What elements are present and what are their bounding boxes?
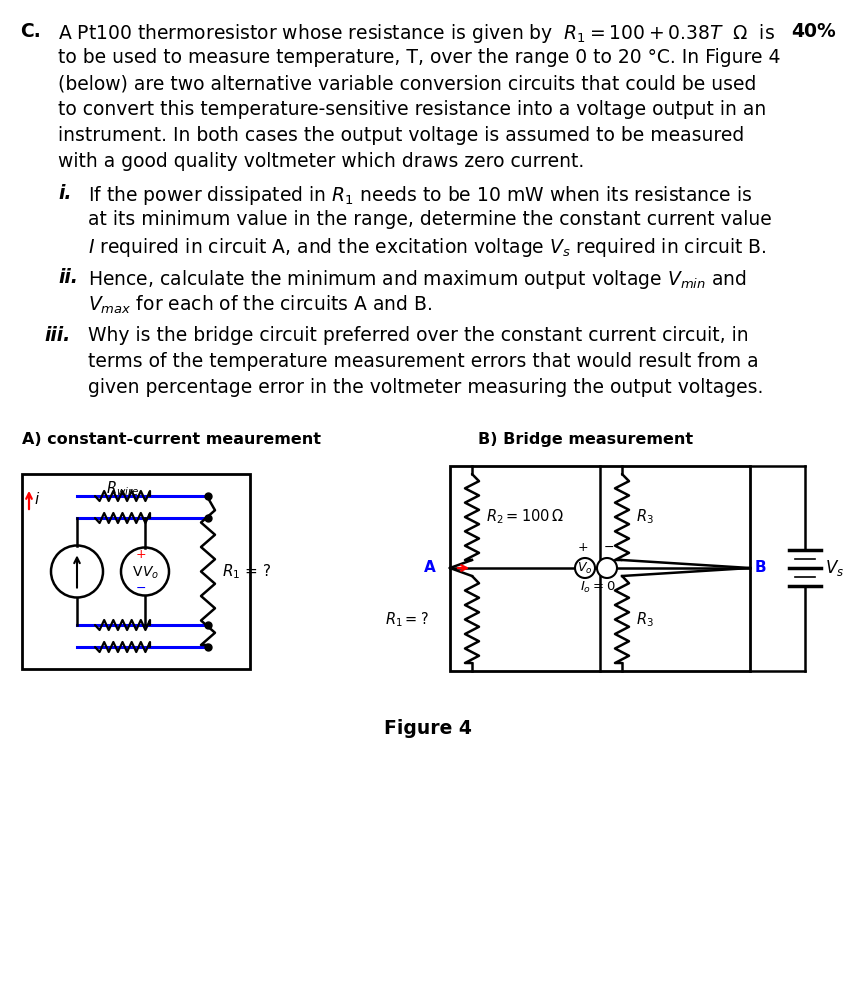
- Text: (below) are two alternative variable conversion circuits that could be used: (below) are two alternative variable con…: [58, 74, 757, 93]
- Text: B) Bridge measurement: B) Bridge measurement: [478, 432, 693, 447]
- Text: $V_{max}$ for each of the circuits A and B.: $V_{max}$ for each of the circuits A and…: [88, 294, 432, 317]
- Text: to convert this temperature-sensitive resistance into a voltage output in an: to convert this temperature-sensitive re…: [58, 100, 766, 119]
- Text: A) constant-current meaurement: A) constant-current meaurement: [22, 432, 321, 447]
- Text: iii.: iii.: [44, 326, 70, 345]
- Text: $V_o$: $V_o$: [577, 560, 592, 576]
- Text: $R_1$ = ?: $R_1$ = ?: [222, 562, 271, 581]
- Text: i.: i.: [58, 184, 72, 203]
- Text: 40%: 40%: [791, 22, 836, 41]
- Text: to be used to measure temperature, T, over the range 0 to 20 °C. In Figure 4: to be used to measure temperature, T, ov…: [58, 48, 781, 67]
- Text: Figure 4: Figure 4: [384, 719, 472, 738]
- Text: at its minimum value in the range, determine the constant current value: at its minimum value in the range, deter…: [88, 210, 772, 229]
- Circle shape: [575, 558, 595, 578]
- Text: terms of the temperature measurement errors that would result from a: terms of the temperature measurement err…: [88, 352, 758, 371]
- Circle shape: [597, 558, 617, 578]
- Text: −: −: [603, 541, 615, 554]
- Text: $V_s$: $V_s$: [825, 558, 844, 578]
- Text: C.: C.: [20, 22, 41, 41]
- Text: i: i: [34, 492, 39, 507]
- Text: $R_3$: $R_3$: [636, 507, 654, 526]
- Text: $I_o = 0$: $I_o = 0$: [580, 580, 615, 595]
- Text: B: B: [755, 560, 767, 575]
- Bar: [22, 474, 250, 669]
- Text: $I$ required in circuit A, and the excitation voltage $V_s$ required in circuit : $I$ required in circuit A, and the excit…: [88, 236, 767, 259]
- Text: +: +: [136, 548, 146, 561]
- Text: If the power dissipated in $R_1$ needs to be 10 mW when its resistance is: If the power dissipated in $R_1$ needs t…: [88, 184, 752, 207]
- Text: $R_{wire}$: $R_{wire}$: [106, 479, 140, 497]
- Bar: [450, 466, 750, 671]
- Text: given percentage error in the voltmeter measuring the output voltages.: given percentage error in the voltmeter …: [88, 378, 764, 397]
- Text: $R_2 = 100\,\Omega$: $R_2 = 100\,\Omega$: [486, 507, 564, 526]
- Text: ii.: ii.: [58, 268, 78, 287]
- Text: $R_1 = ?$: $R_1 = ?$: [385, 610, 429, 629]
- Text: A Pt100 thermoresistor whose resistance is given by  $R_1 = 100 + 0.38T$  Ω  is: A Pt100 thermoresistor whose resistance …: [58, 22, 775, 45]
- Text: with a good quality voltmeter which draws zero current.: with a good quality voltmeter which draw…: [58, 152, 585, 171]
- Text: $V_o$: $V_o$: [142, 564, 159, 581]
- Text: Why is the bridge circuit preferred over the constant current circuit, in: Why is the bridge circuit preferred over…: [88, 326, 749, 345]
- Text: $R_3$: $R_3$: [636, 610, 654, 629]
- Text: −: −: [136, 582, 146, 595]
- Text: instrument. In both cases the output voltage is assumed to be measured: instrument. In both cases the output vol…: [58, 126, 744, 145]
- Text: V: V: [134, 564, 143, 579]
- Text: A: A: [425, 560, 436, 575]
- Text: +: +: [578, 541, 588, 554]
- Text: Hence, calculate the minimum and maximum output voltage $V_{min}$ and: Hence, calculate the minimum and maximum…: [88, 268, 746, 291]
